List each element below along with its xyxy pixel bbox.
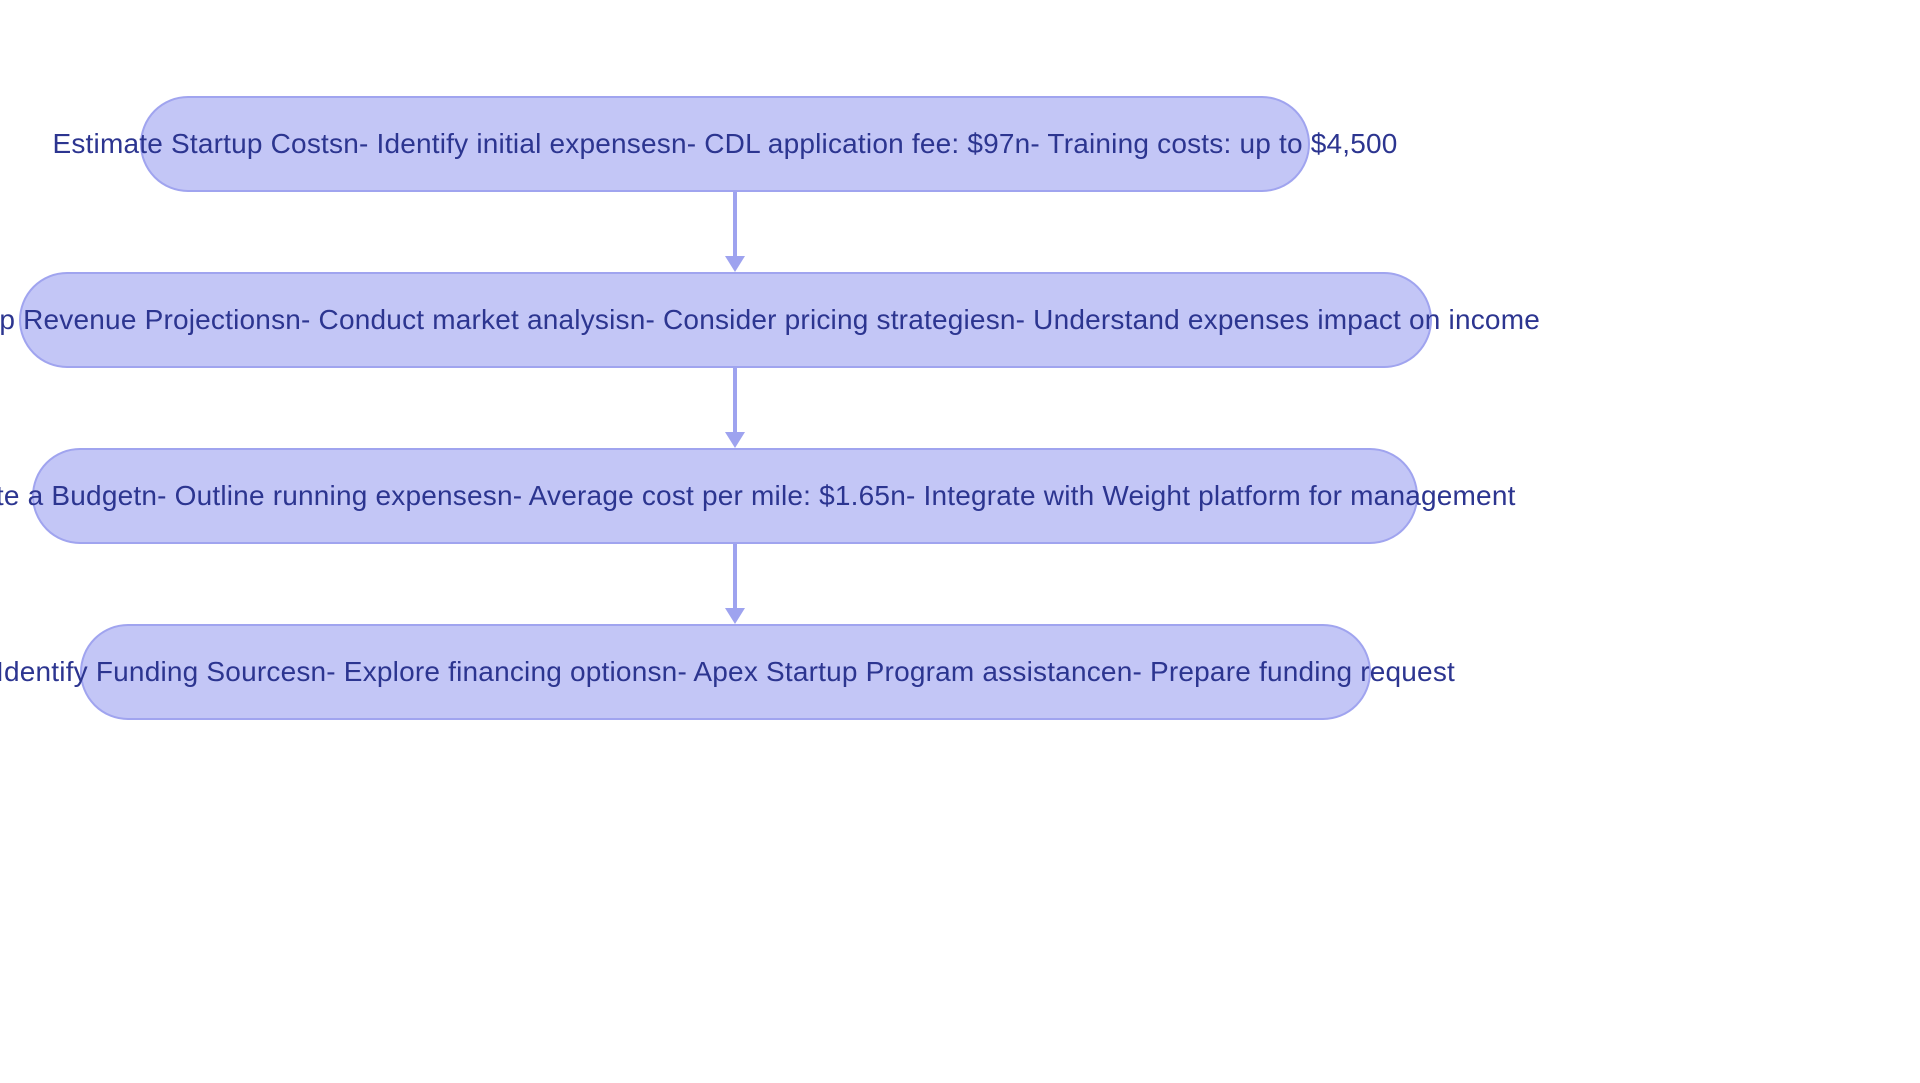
arrow-head-icon: [725, 608, 745, 624]
flowchart-arrow-1: [725, 192, 745, 272]
flowchart-node-4: Identify Funding Sourcesn- Explore finan…: [80, 624, 1371, 720]
flowchart-arrow-3: [725, 544, 745, 624]
flowchart-node-2: Develop Revenue Projectionsn- Conduct ma…: [19, 272, 1432, 368]
arrow-line: [733, 192, 737, 256]
flowchart-node-1-label: Estimate Startup Costsn- Identify initia…: [52, 128, 1397, 160]
flowchart-arrow-2: [725, 368, 745, 448]
arrow-line: [733, 544, 737, 608]
flowchart-node-4-label: Identify Funding Sourcesn- Explore finan…: [0, 656, 1455, 688]
flowchart-node-2-label: Develop Revenue Projectionsn- Conduct ma…: [0, 304, 1540, 336]
arrow-line: [733, 368, 737, 432]
flowchart-node-1: Estimate Startup Costsn- Identify initia…: [140, 96, 1310, 192]
arrow-head-icon: [725, 432, 745, 448]
arrow-head-icon: [725, 256, 745, 272]
flowchart-node-3: Create a Budgetn- Outline running expens…: [32, 448, 1418, 544]
flowchart-node-3-label: Create a Budgetn- Outline running expens…: [0, 480, 1516, 512]
flowchart-canvas: Estimate Startup Costsn- Identify initia…: [0, 0, 1920, 1083]
